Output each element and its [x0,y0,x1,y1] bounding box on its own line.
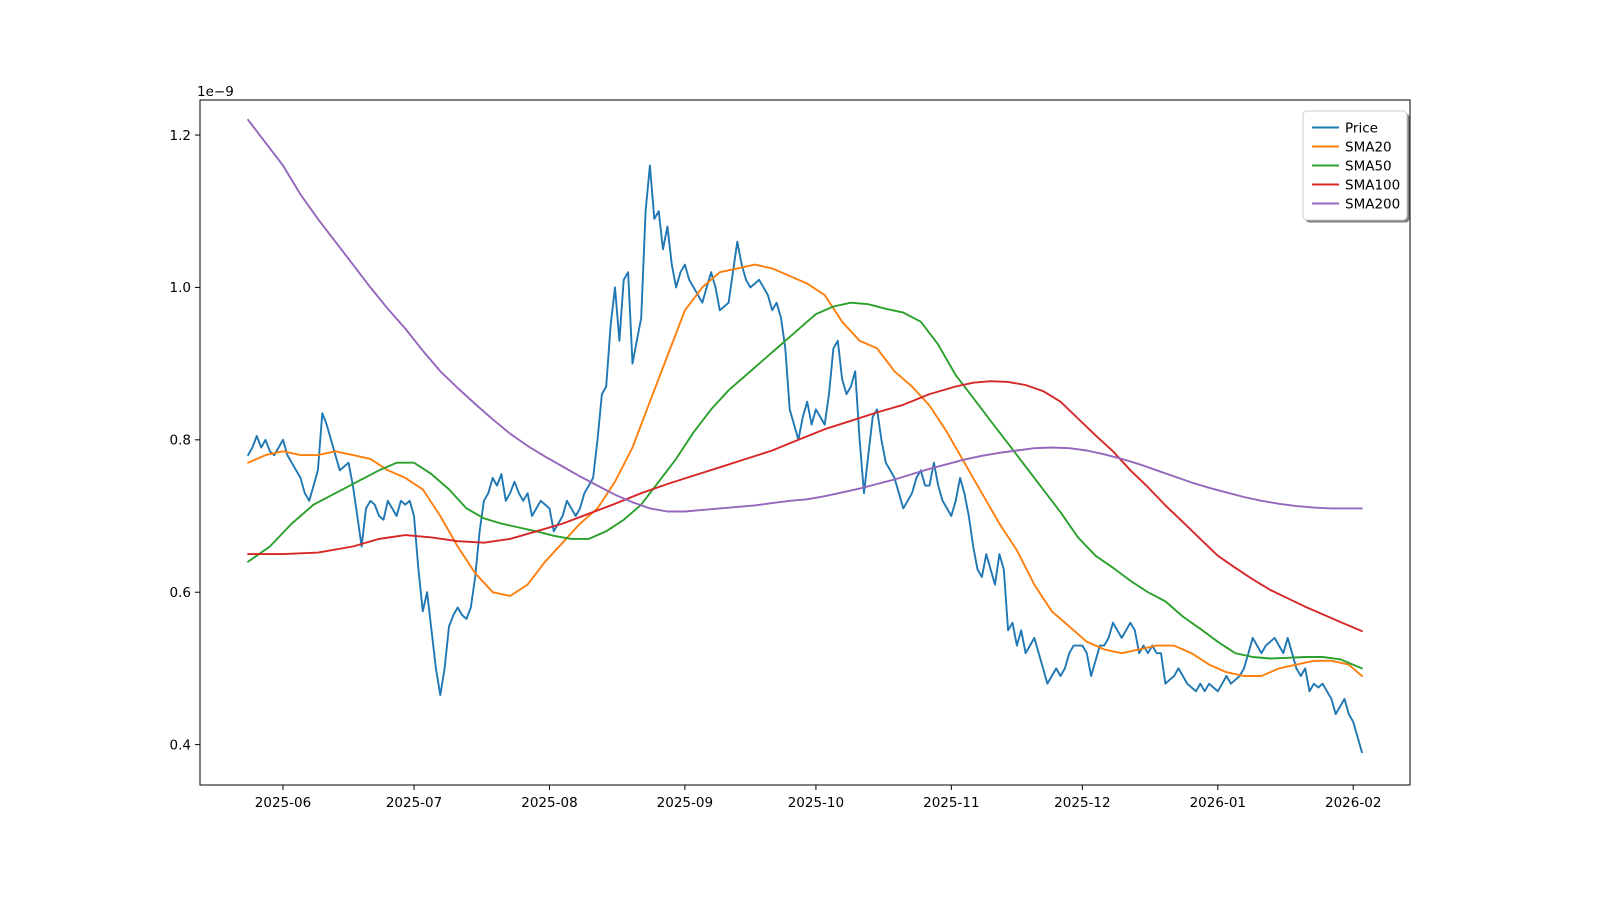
y-tick-label: 1.2 [170,128,191,144]
legend-label-sma200: SMA200 [1345,196,1400,212]
legend-label-sma100: SMA100 [1345,177,1400,193]
x-tick-label: 2025-12 [1054,795,1110,811]
x-tick-label: 2025-10 [788,795,844,811]
legend-box [1302,110,1408,221]
x-tick-label: 2025-09 [657,795,713,811]
y-tick-label: 0.8 [170,433,191,449]
series-line-sma50 [247,301,1363,670]
legend-label-sma50: SMA50 [1345,158,1392,174]
legend-label-sma20: SMA20 [1345,139,1392,155]
y-tick-label: 0.4 [170,737,191,753]
legend-label-price: Price [1345,120,1378,136]
y-tick-label: 1.0 [170,280,191,296]
series-line-price [247,164,1363,754]
series-line-sma20 [247,263,1363,677]
x-tick-label: 2026-01 [1190,795,1246,811]
x-tick-label: 2026-02 [1325,795,1381,811]
y-tick-label: 0.6 [170,585,191,601]
x-tick-label: 2025-06 [255,795,311,811]
x-tick-label: 2025-07 [386,795,442,811]
y-axis-offset-label: 1e−9 [197,84,234,100]
axes-frame [199,99,1411,786]
series-line-sma100 [247,380,1363,633]
x-tick-label: 2025-08 [521,795,577,811]
x-tick-label: 2025-11 [923,795,979,811]
series-line-sma200 [247,118,1363,513]
